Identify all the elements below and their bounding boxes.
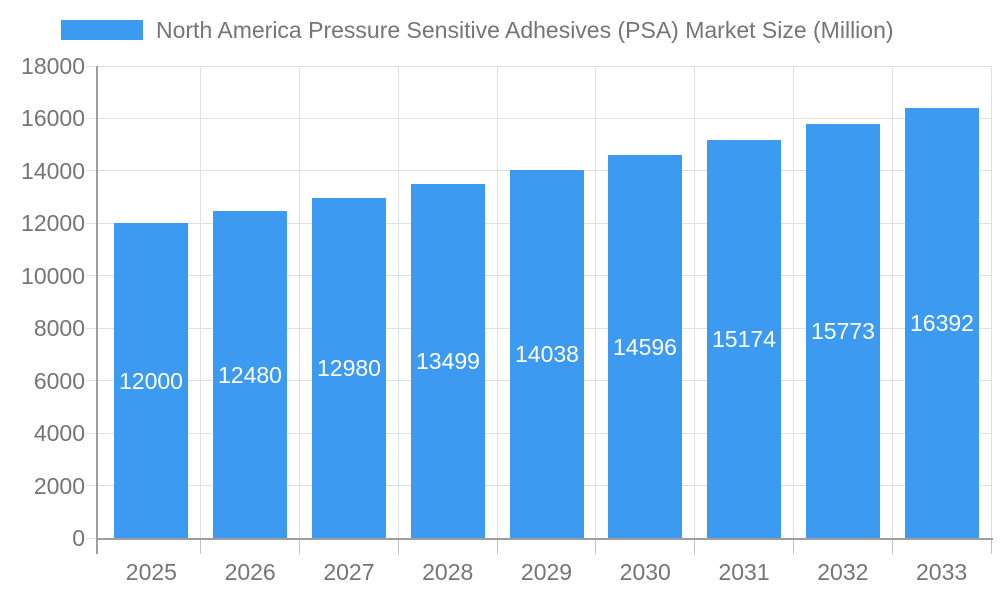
x-axis-tick [496, 540, 498, 554]
bar-value-label: 14038 [515, 341, 579, 367]
x-axis-tick [397, 540, 399, 554]
bar-2031[interactable]: 15174 [707, 140, 781, 538]
bar-value-label: 16392 [910, 310, 974, 336]
x-gridline [496, 66, 498, 538]
y-axis-tick-label: 18000 [21, 53, 85, 79]
y-axis-tick-label: 0 [72, 525, 85, 551]
x-gridline [595, 66, 597, 538]
y-axis-tick-label: 6000 [33, 367, 85, 394]
x-axis-tick [595, 540, 597, 554]
bar-value-label: 12000 [119, 367, 183, 394]
x-gridline [397, 66, 399, 538]
y-gridline [86, 117, 991, 119]
x-axis-tick [792, 540, 794, 554]
bar-2026[interactable]: 12480 [213, 211, 287, 538]
x-gridline [990, 66, 992, 538]
x-axis-tick-label: 2028 [422, 559, 474, 585]
y-gridline [86, 65, 991, 67]
bar-value-label: 12480 [218, 361, 282, 388]
y-axis-tick-label: 8000 [33, 315, 85, 342]
bar-value-label: 15773 [811, 318, 875, 344]
x-axis-tick-label: 2026 [224, 559, 276, 585]
bar-value-label: 14596 [613, 333, 677, 360]
y-axis-tick [86, 537, 97, 539]
bar-2029[interactable]: 14038 [510, 170, 584, 538]
y-axis-line [96, 66, 98, 554]
x-axis-tick [299, 540, 301, 554]
x-axis-line [96, 538, 993, 540]
y-axis-tick-label: 12000 [21, 210, 85, 237]
x-axis-tick [200, 540, 202, 554]
bar-2028[interactable]: 13499 [411, 184, 485, 538]
bar-value-label: 12980 [317, 355, 381, 381]
y-axis-tick-label: 10000 [21, 262, 85, 289]
bar-2027[interactable]: 12980 [312, 198, 386, 538]
legend-label: North America Pressure Sensitive Adhesiv… [156, 17, 894, 43]
x-gridline [200, 66, 202, 538]
x-gridline [299, 66, 301, 538]
x-axis-tick-label: 2027 [323, 559, 375, 585]
y-axis-tick-label: 14000 [21, 157, 85, 184]
legend-item[interactable]: North America Pressure Sensitive Adhesiv… [61, 12, 894, 48]
x-gridline [891, 66, 893, 538]
x-axis-tick-label: 2031 [718, 559, 770, 585]
y-axis-tick-label: 2000 [33, 472, 85, 499]
y-axis-tick-label: 4000 [33, 420, 85, 447]
bar-2030[interactable]: 14596 [608, 155, 682, 538]
bar-2033[interactable]: 16392 [905, 108, 979, 538]
x-gridline [694, 66, 696, 538]
x-gridline [792, 66, 794, 538]
bar-2032[interactable]: 15773 [806, 124, 880, 538]
x-axis-tick [694, 540, 696, 554]
x-axis-tick-label: 2030 [619, 559, 671, 585]
bar-2025[interactable]: 12000 [114, 223, 188, 538]
x-axis-tick-label: 2033 [916, 559, 968, 585]
x-axis-tick-label: 2032 [817, 559, 869, 585]
y-axis-tick-label: 16000 [21, 105, 85, 132]
x-axis-tick-label: 2025 [125, 559, 177, 585]
x-axis-tick-label: 2029 [520, 559, 573, 585]
bar-value-label: 13499 [416, 348, 480, 374]
x-axis-tick [891, 540, 893, 554]
bar-value-label: 15174 [712, 326, 776, 352]
legend-swatch [61, 20, 143, 40]
x-axis-tick [990, 540, 992, 554]
